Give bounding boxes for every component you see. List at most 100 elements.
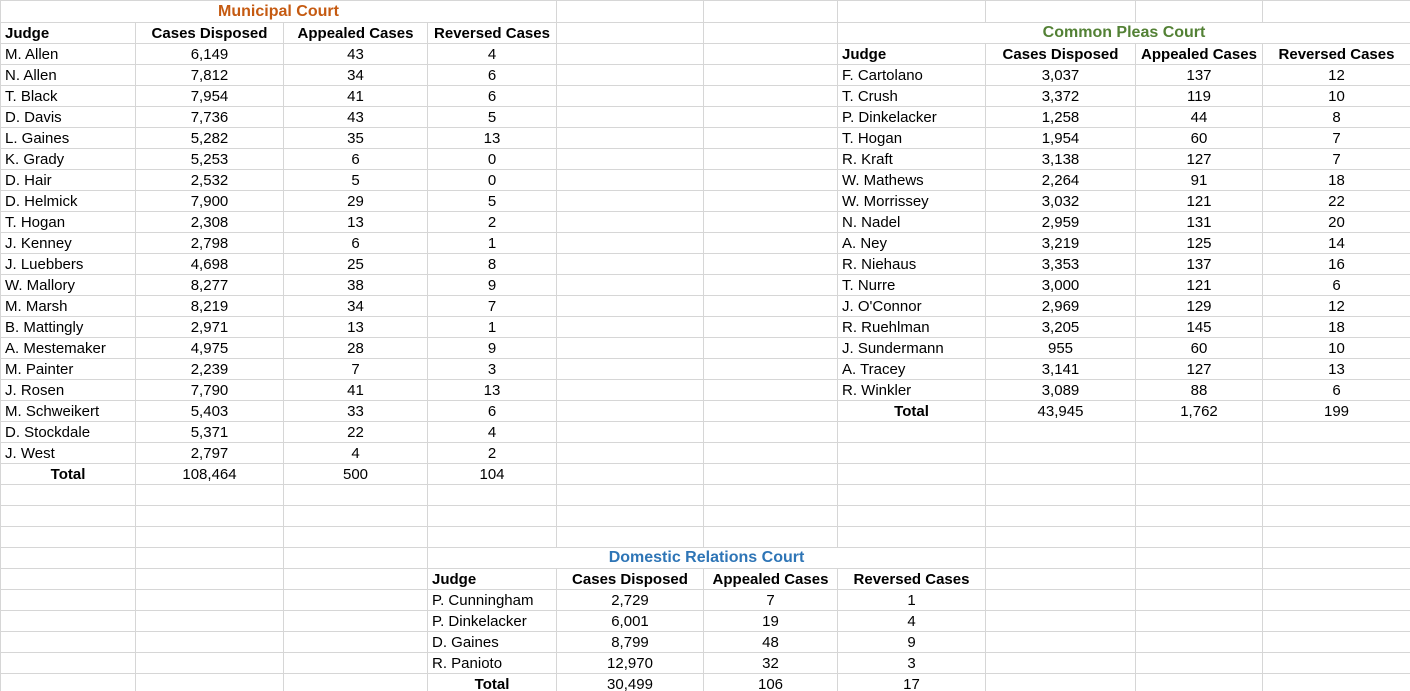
cell-cases-disposed[interactable]: 3,089 — [986, 380, 1136, 401]
cell-judge[interactable]: R. Panioto — [428, 653, 557, 674]
total-cases-disposed[interactable]: 30,499 — [557, 674, 704, 691]
cell-reversed-cases[interactable]: 7 — [1263, 128, 1410, 149]
cell-appealed-cases[interactable]: 43 — [284, 107, 428, 128]
cell-judge[interactable]: M. Marsh — [1, 296, 136, 317]
cell-appealed-cases[interactable]: 6 — [284, 149, 428, 170]
cell-judge[interactable]: T. Nurre — [838, 275, 986, 296]
cell-reversed-cases[interactable]: 6 — [428, 65, 557, 86]
cell-reversed-cases[interactable]: 12 — [1263, 65, 1410, 86]
column-header-reversed-cases[interactable]: Reversed Cases — [838, 569, 986, 590]
cell-judge[interactable]: P. Dinkelacker — [838, 107, 986, 128]
cell-judge[interactable]: J. West — [1, 443, 136, 464]
cell-judge[interactable]: N. Nadel — [838, 212, 986, 233]
cell-cases-disposed[interactable]: 7,954 — [136, 86, 284, 107]
total-label[interactable]: Total — [1, 464, 136, 485]
cell-cases-disposed[interactable]: 4,975 — [136, 338, 284, 359]
cell-reversed-cases[interactable]: 6 — [1263, 380, 1410, 401]
cell-judge[interactable]: J. Kenney — [1, 233, 136, 254]
cell-cases-disposed[interactable]: 3,372 — [986, 86, 1136, 107]
cell-reversed-cases[interactable]: 8 — [1263, 107, 1410, 128]
cell-judge[interactable]: D. Hair — [1, 170, 136, 191]
cell-reversed-cases[interactable]: 16 — [1263, 254, 1410, 275]
cell-appealed-cases[interactable]: 34 — [284, 65, 428, 86]
cell-appealed-cases[interactable]: 91 — [1136, 170, 1263, 191]
cell-cases-disposed[interactable]: 6,149 — [136, 44, 284, 65]
total-reversed-cases[interactable]: 199 — [1263, 401, 1410, 422]
column-header-appealed-cases[interactable]: Appealed Cases — [1136, 44, 1263, 65]
cell-judge[interactable]: R. Niehaus — [838, 254, 986, 275]
cell-judge[interactable]: M. Schweikert — [1, 401, 136, 422]
cell-appealed-cases[interactable]: 129 — [1136, 296, 1263, 317]
cell-appealed-cases[interactable]: 88 — [1136, 380, 1263, 401]
column-header-judge[interactable]: Judge — [428, 569, 557, 590]
cell-reversed-cases[interactable]: 3 — [428, 359, 557, 380]
cell-appealed-cases[interactable]: 137 — [1136, 65, 1263, 86]
total-appealed-cases[interactable]: 106 — [704, 674, 838, 691]
cell-reversed-cases[interactable]: 0 — [428, 149, 557, 170]
cell-cases-disposed[interactable]: 2,797 — [136, 443, 284, 464]
cell-cases-disposed[interactable]: 6,001 — [557, 611, 704, 632]
cell-judge[interactable]: F. Cartolano — [838, 65, 986, 86]
cell-reversed-cases[interactable]: 8 — [428, 254, 557, 275]
cell-judge[interactable]: R. Ruehlman — [838, 317, 986, 338]
cell-reversed-cases[interactable]: 9 — [428, 338, 557, 359]
cell-appealed-cases[interactable]: 4 — [284, 443, 428, 464]
cell-cases-disposed[interactable]: 12,970 — [557, 653, 704, 674]
cell-appealed-cases[interactable]: 60 — [1136, 338, 1263, 359]
cell-appealed-cases[interactable]: 119 — [1136, 86, 1263, 107]
cell-judge[interactable]: T. Hogan — [838, 128, 986, 149]
cell-appealed-cases[interactable]: 44 — [1136, 107, 1263, 128]
cell-appealed-cases[interactable]: 5 — [284, 170, 428, 191]
cell-reversed-cases[interactable]: 1 — [428, 233, 557, 254]
cell-cases-disposed[interactable]: 3,138 — [986, 149, 1136, 170]
cell-judge[interactable]: D. Helmick — [1, 191, 136, 212]
cell-appealed-cases[interactable]: 137 — [1136, 254, 1263, 275]
cell-cases-disposed[interactable]: 3,037 — [986, 65, 1136, 86]
cell-cases-disposed[interactable]: 3,000 — [986, 275, 1136, 296]
cell-appealed-cases[interactable]: 121 — [1136, 191, 1263, 212]
cell-appealed-cases[interactable]: 43 — [284, 44, 428, 65]
cell-judge[interactable]: R. Winkler — [838, 380, 986, 401]
cell-reversed-cases[interactable]: 2 — [428, 212, 557, 233]
column-header-cases-disposed[interactable]: Cases Disposed — [557, 569, 704, 590]
cell-cases-disposed[interactable]: 7,900 — [136, 191, 284, 212]
cell-reversed-cases[interactable]: 12 — [1263, 296, 1410, 317]
cell-judge[interactable]: D. Gaines — [428, 632, 557, 653]
cell-reversed-cases[interactable]: 0 — [428, 170, 557, 191]
cell-appealed-cases[interactable]: 6 — [284, 233, 428, 254]
total-reversed-cases[interactable]: 17 — [838, 674, 986, 691]
cell-reversed-cases[interactable]: 18 — [1263, 317, 1410, 338]
cell-appealed-cases[interactable]: 29 — [284, 191, 428, 212]
cell-appealed-cases[interactable]: 13 — [284, 317, 428, 338]
column-header-appealed-cases[interactable]: Appealed Cases — [284, 23, 428, 44]
total-cases-disposed[interactable]: 108,464 — [136, 464, 284, 485]
total-appealed-cases[interactable]: 1,762 — [1136, 401, 1263, 422]
cell-appealed-cases[interactable]: 7 — [704, 590, 838, 611]
cell-appealed-cases[interactable]: 131 — [1136, 212, 1263, 233]
cell-appealed-cases[interactable]: 28 — [284, 338, 428, 359]
cell-appealed-cases[interactable]: 13 — [284, 212, 428, 233]
cell-judge[interactable]: J. Rosen — [1, 380, 136, 401]
cell-appealed-cases[interactable]: 7 — [284, 359, 428, 380]
cell-judge[interactable]: W. Mathews — [838, 170, 986, 191]
cell-reversed-cases[interactable]: 13 — [428, 128, 557, 149]
cell-appealed-cases[interactable]: 22 — [284, 422, 428, 443]
cell-appealed-cases[interactable]: 125 — [1136, 233, 1263, 254]
column-header-reversed-cases[interactable]: Reversed Cases — [1263, 44, 1410, 65]
cell-judge[interactable]: T. Black — [1, 86, 136, 107]
cell-judge[interactable]: J. O'Connor — [838, 296, 986, 317]
cell-reversed-cases[interactable]: 9 — [428, 275, 557, 296]
cell-reversed-cases[interactable]: 6 — [1263, 275, 1410, 296]
cell-reversed-cases[interactable]: 7 — [428, 296, 557, 317]
cell-appealed-cases[interactable]: 34 — [284, 296, 428, 317]
cell-judge[interactable]: K. Grady — [1, 149, 136, 170]
cell-cases-disposed[interactable]: 5,282 — [136, 128, 284, 149]
cell-cases-disposed[interactable]: 5,371 — [136, 422, 284, 443]
cell-reversed-cases[interactable]: 7 — [1263, 149, 1410, 170]
cell-judge[interactable]: P. Dinkelacker — [428, 611, 557, 632]
cell-cases-disposed[interactable]: 7,812 — [136, 65, 284, 86]
cell-cases-disposed[interactable]: 2,959 — [986, 212, 1136, 233]
cell-reversed-cases[interactable]: 14 — [1263, 233, 1410, 254]
cell-appealed-cases[interactable]: 60 — [1136, 128, 1263, 149]
total-label[interactable]: Total — [838, 401, 986, 422]
